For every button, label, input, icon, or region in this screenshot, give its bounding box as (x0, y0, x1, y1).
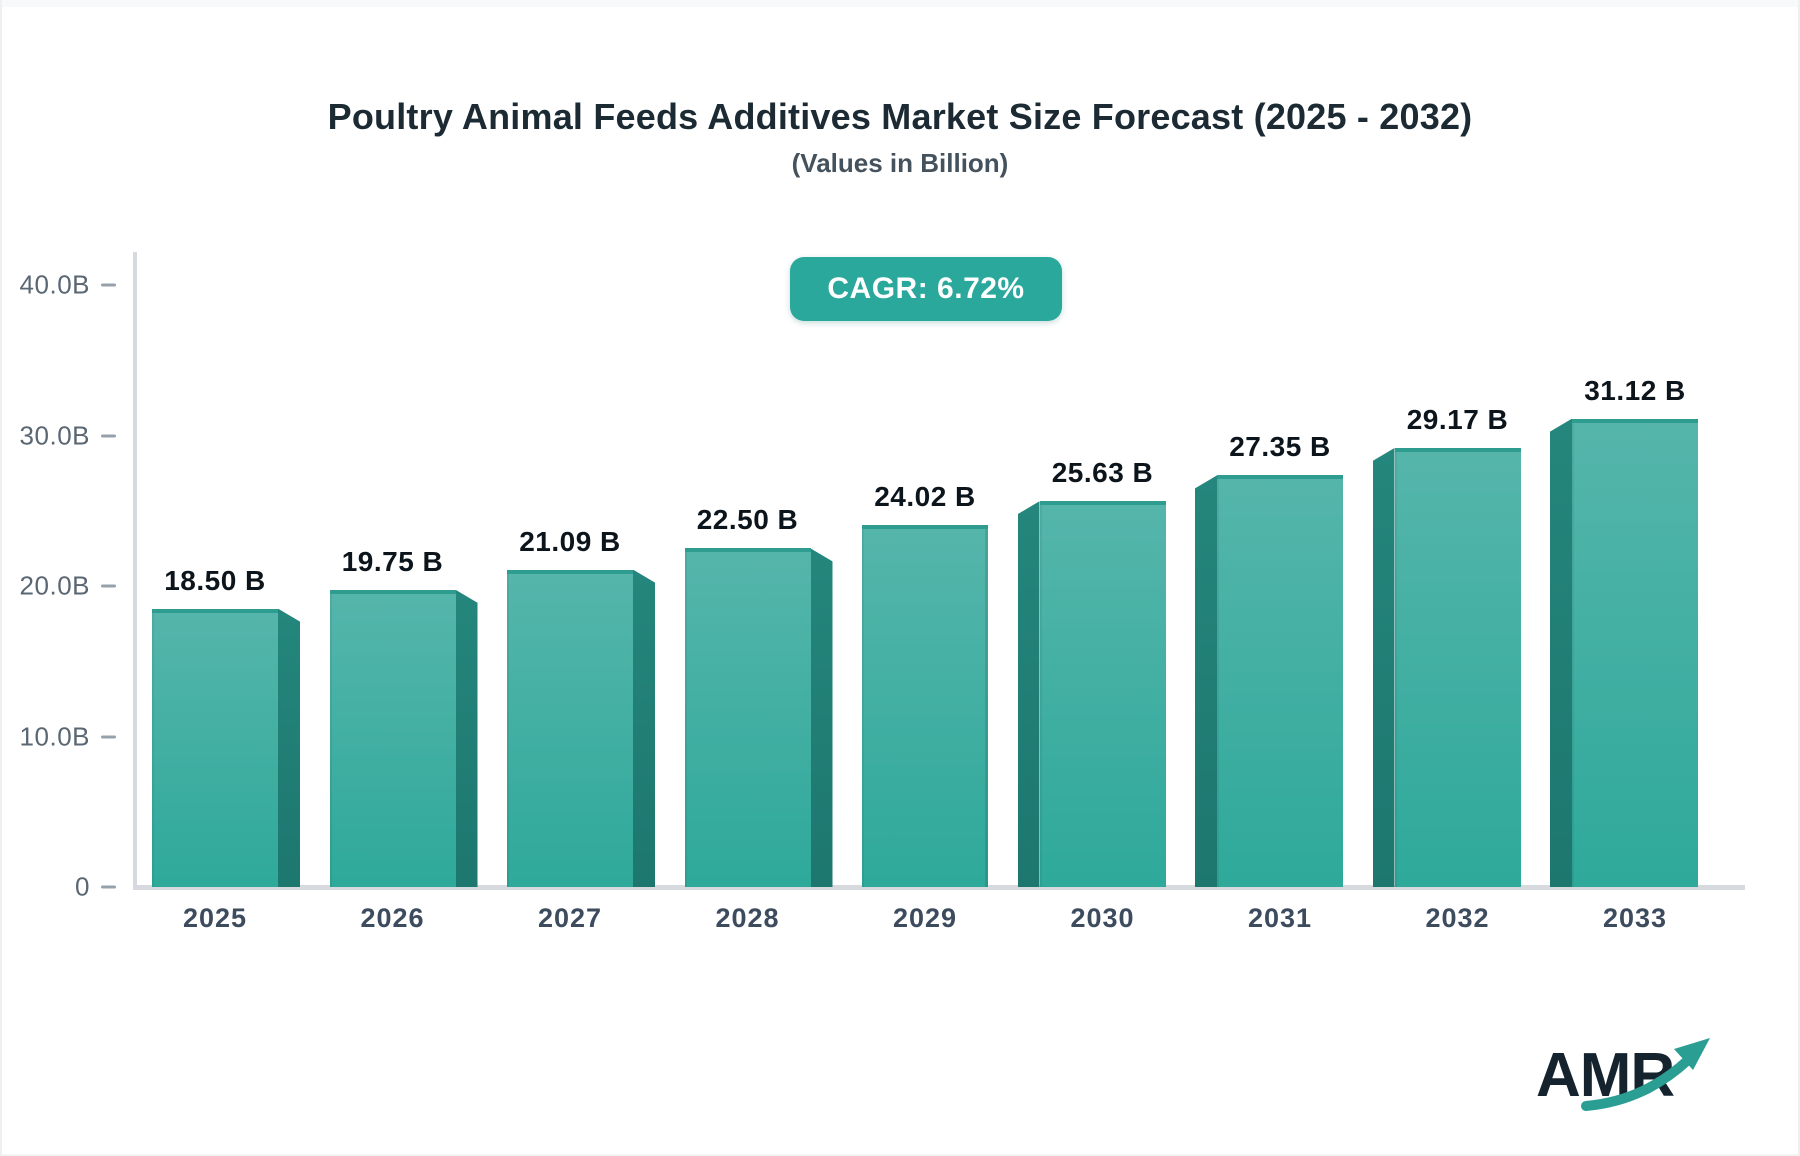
bar-value-label: 22.50 B (696, 504, 799, 536)
amr-logo: AMR (1534, 1032, 1754, 1116)
x-axis-label-2032: 2032 (1425, 903, 1490, 933)
bar-2027 (507, 569, 633, 887)
y-axis-line (133, 252, 137, 889)
y-axis-tick-dash (101, 735, 116, 738)
x-axis-label-2033: 2033 (1602, 903, 1668, 933)
bar-value-label: 18.50 B (164, 564, 266, 596)
logo-arrow-icon (1581, 1055, 1693, 1111)
bar-2030 (1039, 501, 1166, 887)
cagr-badge-label: CAGR: 6.72% (827, 272, 1025, 305)
bar-value-label: 21.09 B (519, 525, 621, 557)
bar-3d-side (455, 589, 478, 887)
bar-3d-side (1195, 475, 1217, 887)
y-axis-tick-label: 20.0B (19, 570, 90, 601)
x-axis-label-2029: 2029 (892, 903, 958, 933)
bar-3d-side (810, 548, 833, 887)
bar-value-label: 19.75 B (341, 545, 444, 577)
x-axis-label-2026: 2026 (360, 903, 425, 933)
y-axis-tick-dash (101, 584, 116, 588)
y-axis-tick-label: 40.0B (19, 269, 90, 300)
bar-3d-side (1017, 501, 1040, 887)
x-axis-line (133, 885, 1745, 890)
bar-3d-side (633, 569, 655, 887)
bar-2028 (684, 548, 811, 887)
y-axis-tick-dash (101, 885, 116, 889)
bar-2033 (1572, 418, 1698, 887)
bar-2029 (862, 525, 988, 887)
bar-value-label: 24.02 B (874, 481, 976, 513)
x-axis-label-2027: 2027 (537, 903, 603, 933)
x-axis-label-2028: 2028 (715, 903, 780, 933)
bar-value-label: 29.17 B (1406, 403, 1509, 435)
amr-logo-graphic: AMR (1536, 1038, 1710, 1111)
bar-3d-side (1550, 418, 1572, 887)
bar-3d-side (1372, 447, 1395, 887)
chart-title: Poultry Animal Feeds Additives Market Si… (327, 96, 1473, 137)
bar-value-label: 27.35 B (1229, 431, 1331, 463)
bar-2025 (152, 608, 278, 887)
logo-arrowhead-icon (1674, 1038, 1710, 1070)
bar-value-label: 25.63 B (1051, 457, 1154, 489)
chart-subtitle: (Values in Billion) (791, 148, 1009, 178)
y-axis-tick-dash (101, 434, 116, 437)
top-border-strip (2, 0, 1798, 7)
cagr-badge: CAGR: 6.72% (790, 257, 1062, 321)
x-axis-label-2030: 2030 (1070, 903, 1135, 933)
y-axis-tick-label: 30.0B (19, 420, 90, 450)
y-axis-tick-label: 0 (75, 871, 90, 902)
x-axis-label-2025: 2025 (182, 903, 248, 933)
bar-2032 (1394, 447, 1521, 887)
bar-2031 (1217, 475, 1343, 887)
bar-2026 (329, 589, 456, 887)
x-axis-label-2031: 2031 (1247, 903, 1313, 933)
y-axis-tick-dash (101, 283, 116, 287)
bar-value-label: 31.12 B (1584, 374, 1686, 406)
y-axis-tick-label: 10.0B (19, 721, 90, 751)
bar-3d-side (278, 608, 300, 887)
